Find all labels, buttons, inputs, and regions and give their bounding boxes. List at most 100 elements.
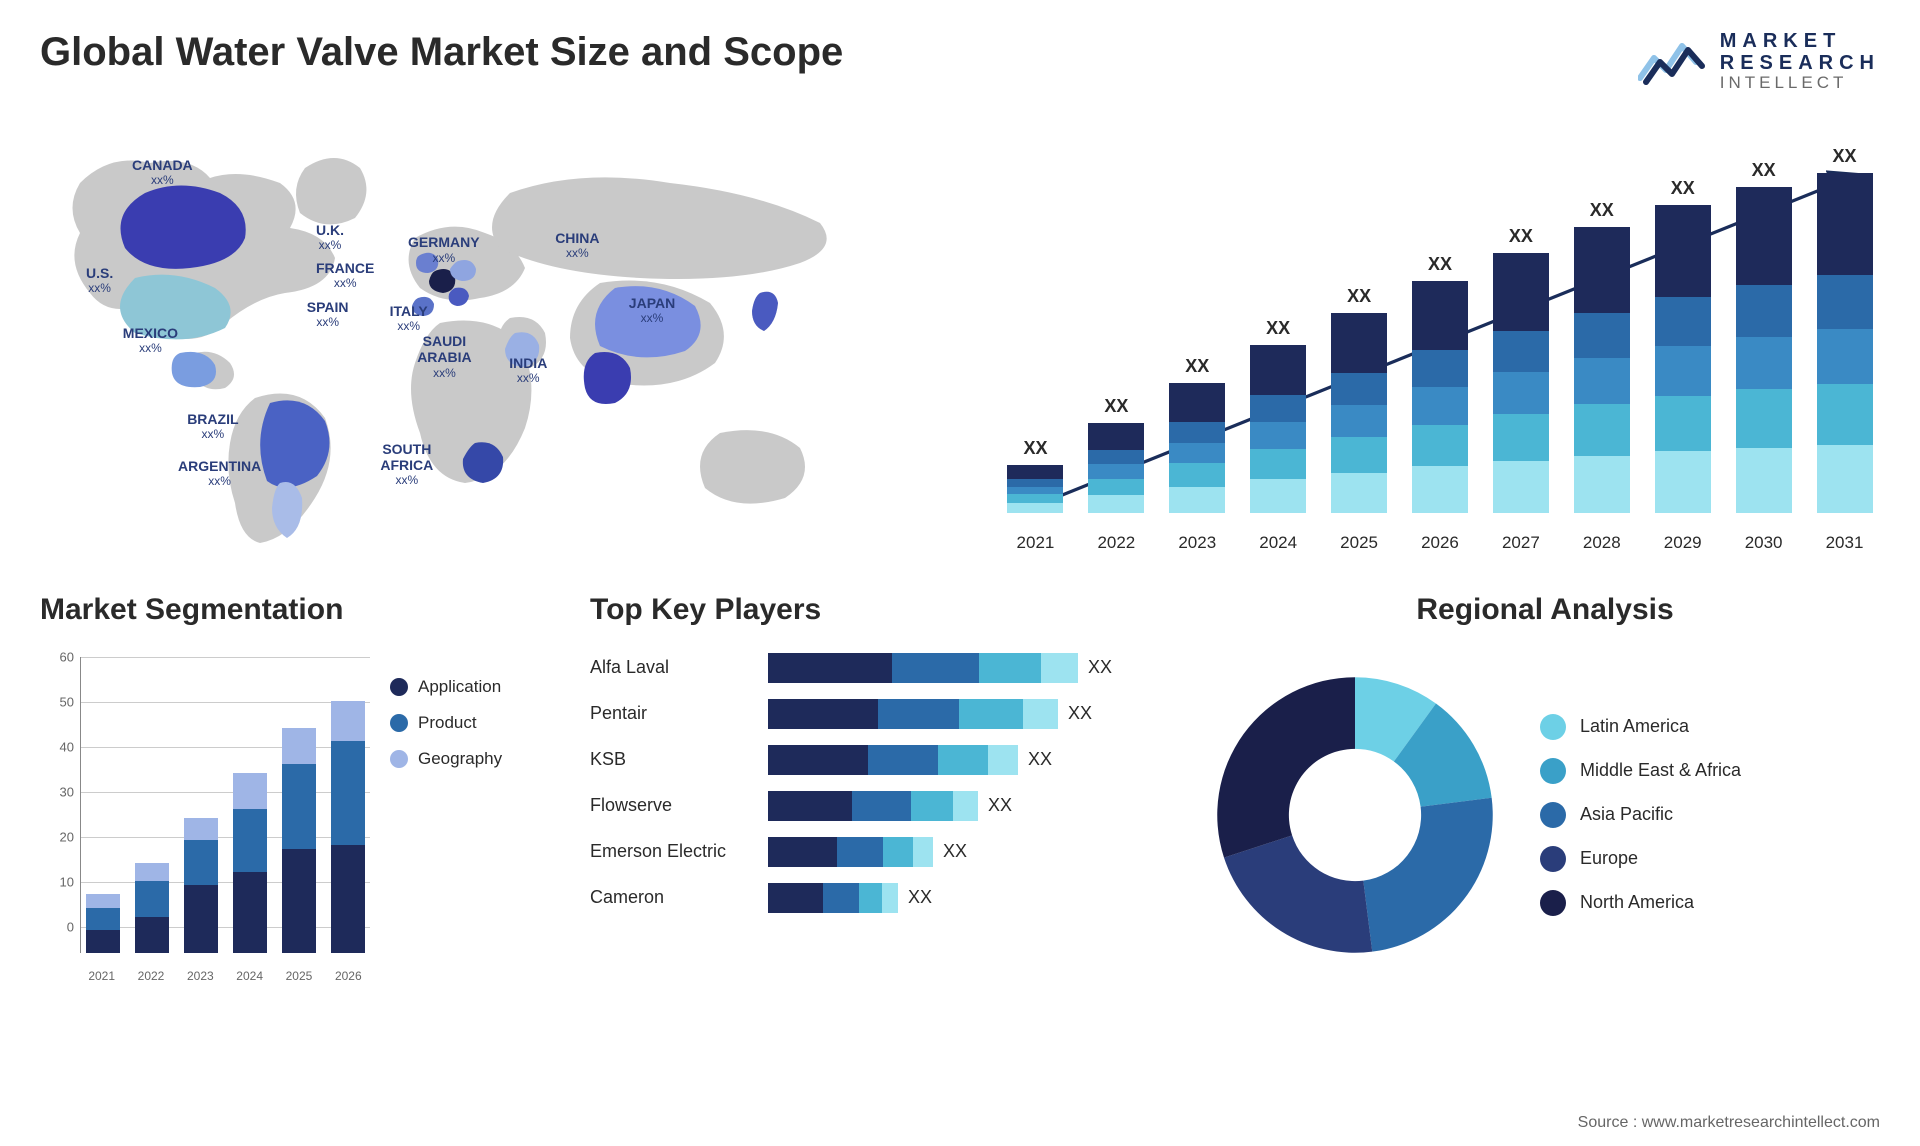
legend-swatch-icon: [1540, 846, 1566, 872]
segmentation-title: Market Segmentation: [40, 593, 540, 627]
region-legend-label: Latin America: [1580, 716, 1689, 737]
growth-bar-2024: XX: [1243, 318, 1314, 513]
legend-swatch-icon: [1540, 890, 1566, 916]
logo-text-3: INTELLECT: [1720, 74, 1880, 93]
players-title: Top Key Players: [590, 593, 1160, 627]
growth-bar-label: XX: [1266, 318, 1290, 339]
players-panel: Top Key Players Alfa LavalXXPentairXXKSB…: [590, 593, 1160, 983]
map-label-argentina: ARGENTINAxx%: [178, 458, 261, 489]
player-name: Cameron: [590, 887, 750, 908]
map-label-south-africa: SOUTH AFRICAxx%: [380, 441, 433, 488]
player-row: Emerson Electric XX: [590, 835, 1160, 869]
player-name: Pentair: [590, 703, 750, 724]
seg-ytick: 20: [40, 829, 74, 844]
growth-bar-label: XX: [1104, 396, 1128, 417]
growth-bar-label: XX: [1752, 160, 1776, 181]
player-value: XX: [943, 841, 967, 862]
region-legend-item: Asia Pacific: [1540, 802, 1880, 828]
growth-year-label: 2023: [1162, 533, 1233, 553]
logo-mark-icon: [1638, 36, 1708, 86]
seg-year-label: 2023: [179, 969, 222, 983]
player-value: XX: [1068, 703, 1092, 724]
map-label-spain: SPAINxx%: [307, 299, 349, 330]
region-legend-item: Europe: [1540, 846, 1880, 872]
region-legend-item: Latin America: [1540, 714, 1880, 740]
map-label-brazil: BRAZILxx%: [187, 411, 238, 442]
growth-bar-label: XX: [1023, 438, 1047, 459]
seg-ytick: 0: [40, 919, 74, 934]
legend-label: Product: [418, 713, 477, 733]
growth-bar-label: XX: [1671, 178, 1695, 199]
map-label-india: INDIAxx%: [509, 355, 547, 386]
player-bar: [768, 745, 1018, 775]
player-bar: [768, 699, 1058, 729]
seg-ytick: 50: [40, 694, 74, 709]
growth-bar-2030: XX: [1728, 160, 1799, 513]
region-legend-label: Asia Pacific: [1580, 804, 1673, 825]
seg-bar-2026: [331, 701, 365, 953]
legend-label: Application: [418, 677, 501, 697]
growth-year-label: 2022: [1081, 533, 1152, 553]
player-bar: [768, 837, 933, 867]
player-value: XX: [988, 795, 1012, 816]
seg-bar-2024: [233, 773, 267, 953]
source-text: Source : www.marketresearchintellect.com: [1578, 1114, 1880, 1132]
player-row: FlowserveXX: [590, 789, 1160, 823]
growth-bar-2026: XX: [1405, 254, 1476, 513]
growth-bar-2028: XX: [1566, 200, 1637, 513]
map-label-france: FRANCExx%: [316, 260, 374, 291]
player-value: XX: [908, 887, 932, 908]
map-label-japan: JAPANxx%: [629, 295, 675, 326]
growth-year-label: 2021: [1000, 533, 1071, 553]
legend-swatch-icon: [1540, 802, 1566, 828]
region-legend-label: Middle East & Africa: [1580, 760, 1741, 781]
growth-year-label: 2030: [1728, 533, 1799, 553]
seg-legend-item: Product: [390, 713, 540, 733]
player-bar: [768, 883, 898, 913]
player-name: Emerson Electric: [590, 841, 750, 862]
growth-bar-2027: XX: [1485, 226, 1556, 513]
seg-legend-item: Application: [390, 677, 540, 697]
growth-bar-2021: XX: [1000, 438, 1071, 513]
segmentation-panel: Market Segmentation 01020304050602021202…: [40, 593, 540, 983]
logo-text-1: MARKET: [1720, 30, 1880, 52]
region-title: Regional Analysis: [1210, 593, 1880, 627]
logo-text-2: RESEARCH: [1720, 52, 1880, 74]
seg-bar-2023: [184, 818, 218, 953]
legend-label: Geography: [418, 749, 502, 769]
player-row: Cameron XX: [590, 881, 1160, 915]
map-label-china: CHINAxx%: [555, 230, 599, 261]
player-value: XX: [1088, 657, 1112, 678]
player-name: Alfa Laval: [590, 657, 750, 678]
seg-year-label: 2026: [327, 969, 370, 983]
growth-chart-panel: XX XX XX XX XX XX XX XX XX XX XX 2021 2022 2023 2024 2…: [1000, 123, 1880, 553]
legend-swatch-icon: [390, 714, 408, 732]
region-legend-item: North America: [1540, 890, 1880, 916]
segmentation-chart: 0102030405060202120222023202420252026: [40, 647, 370, 983]
growth-bar-label: XX: [1185, 356, 1209, 377]
growth-bar-label: XX: [1590, 200, 1614, 221]
donut-slice: [1363, 797, 1492, 951]
map-label-canada: CANADAxx%: [132, 157, 193, 188]
seg-ytick: 60: [40, 649, 74, 664]
player-row: Pentair XX: [590, 697, 1160, 731]
seg-legend-item: Geography: [390, 749, 540, 769]
growth-year-label: 2024: [1243, 533, 1314, 553]
legend-swatch-icon: [1540, 758, 1566, 784]
region-donut-chart: [1210, 670, 1500, 960]
player-value: XX: [1028, 749, 1052, 770]
growth-bar-2023: XX: [1162, 356, 1233, 513]
growth-bar-2031: XX: [1809, 146, 1880, 513]
growth-year-label: 2026: [1405, 533, 1476, 553]
seg-year-label: 2022: [129, 969, 172, 983]
donut-slice: [1224, 835, 1372, 952]
player-row: KSBXX: [590, 743, 1160, 777]
region-legend-label: Europe: [1580, 848, 1638, 869]
growth-year-label: 2025: [1324, 533, 1395, 553]
seg-ytick: 40: [40, 739, 74, 754]
growth-bar-2025: XX: [1324, 286, 1395, 513]
growth-bar-label: XX: [1428, 254, 1452, 275]
seg-year-label: 2025: [277, 969, 320, 983]
segmentation-legend: Application Product Geography: [390, 647, 540, 983]
player-bar: [768, 653, 1078, 683]
